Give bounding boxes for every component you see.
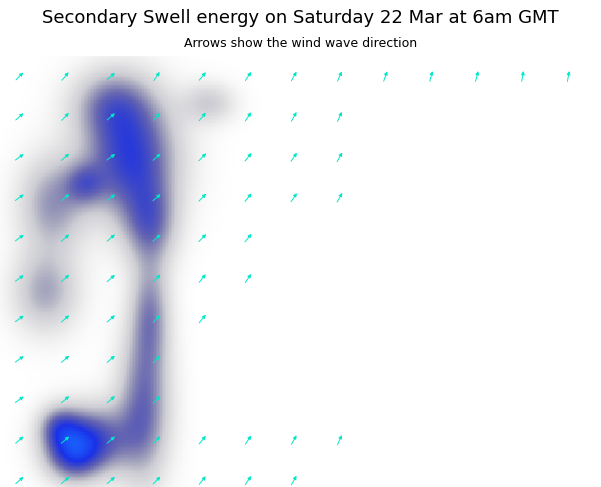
Text: Arrows show the wind wave direction: Arrows show the wind wave direction xyxy=(184,37,417,50)
Text: Secondary Swell energy on Saturday 22 Mar at 6am GMT: Secondary Swell energy on Saturday 22 Ma… xyxy=(42,9,559,27)
